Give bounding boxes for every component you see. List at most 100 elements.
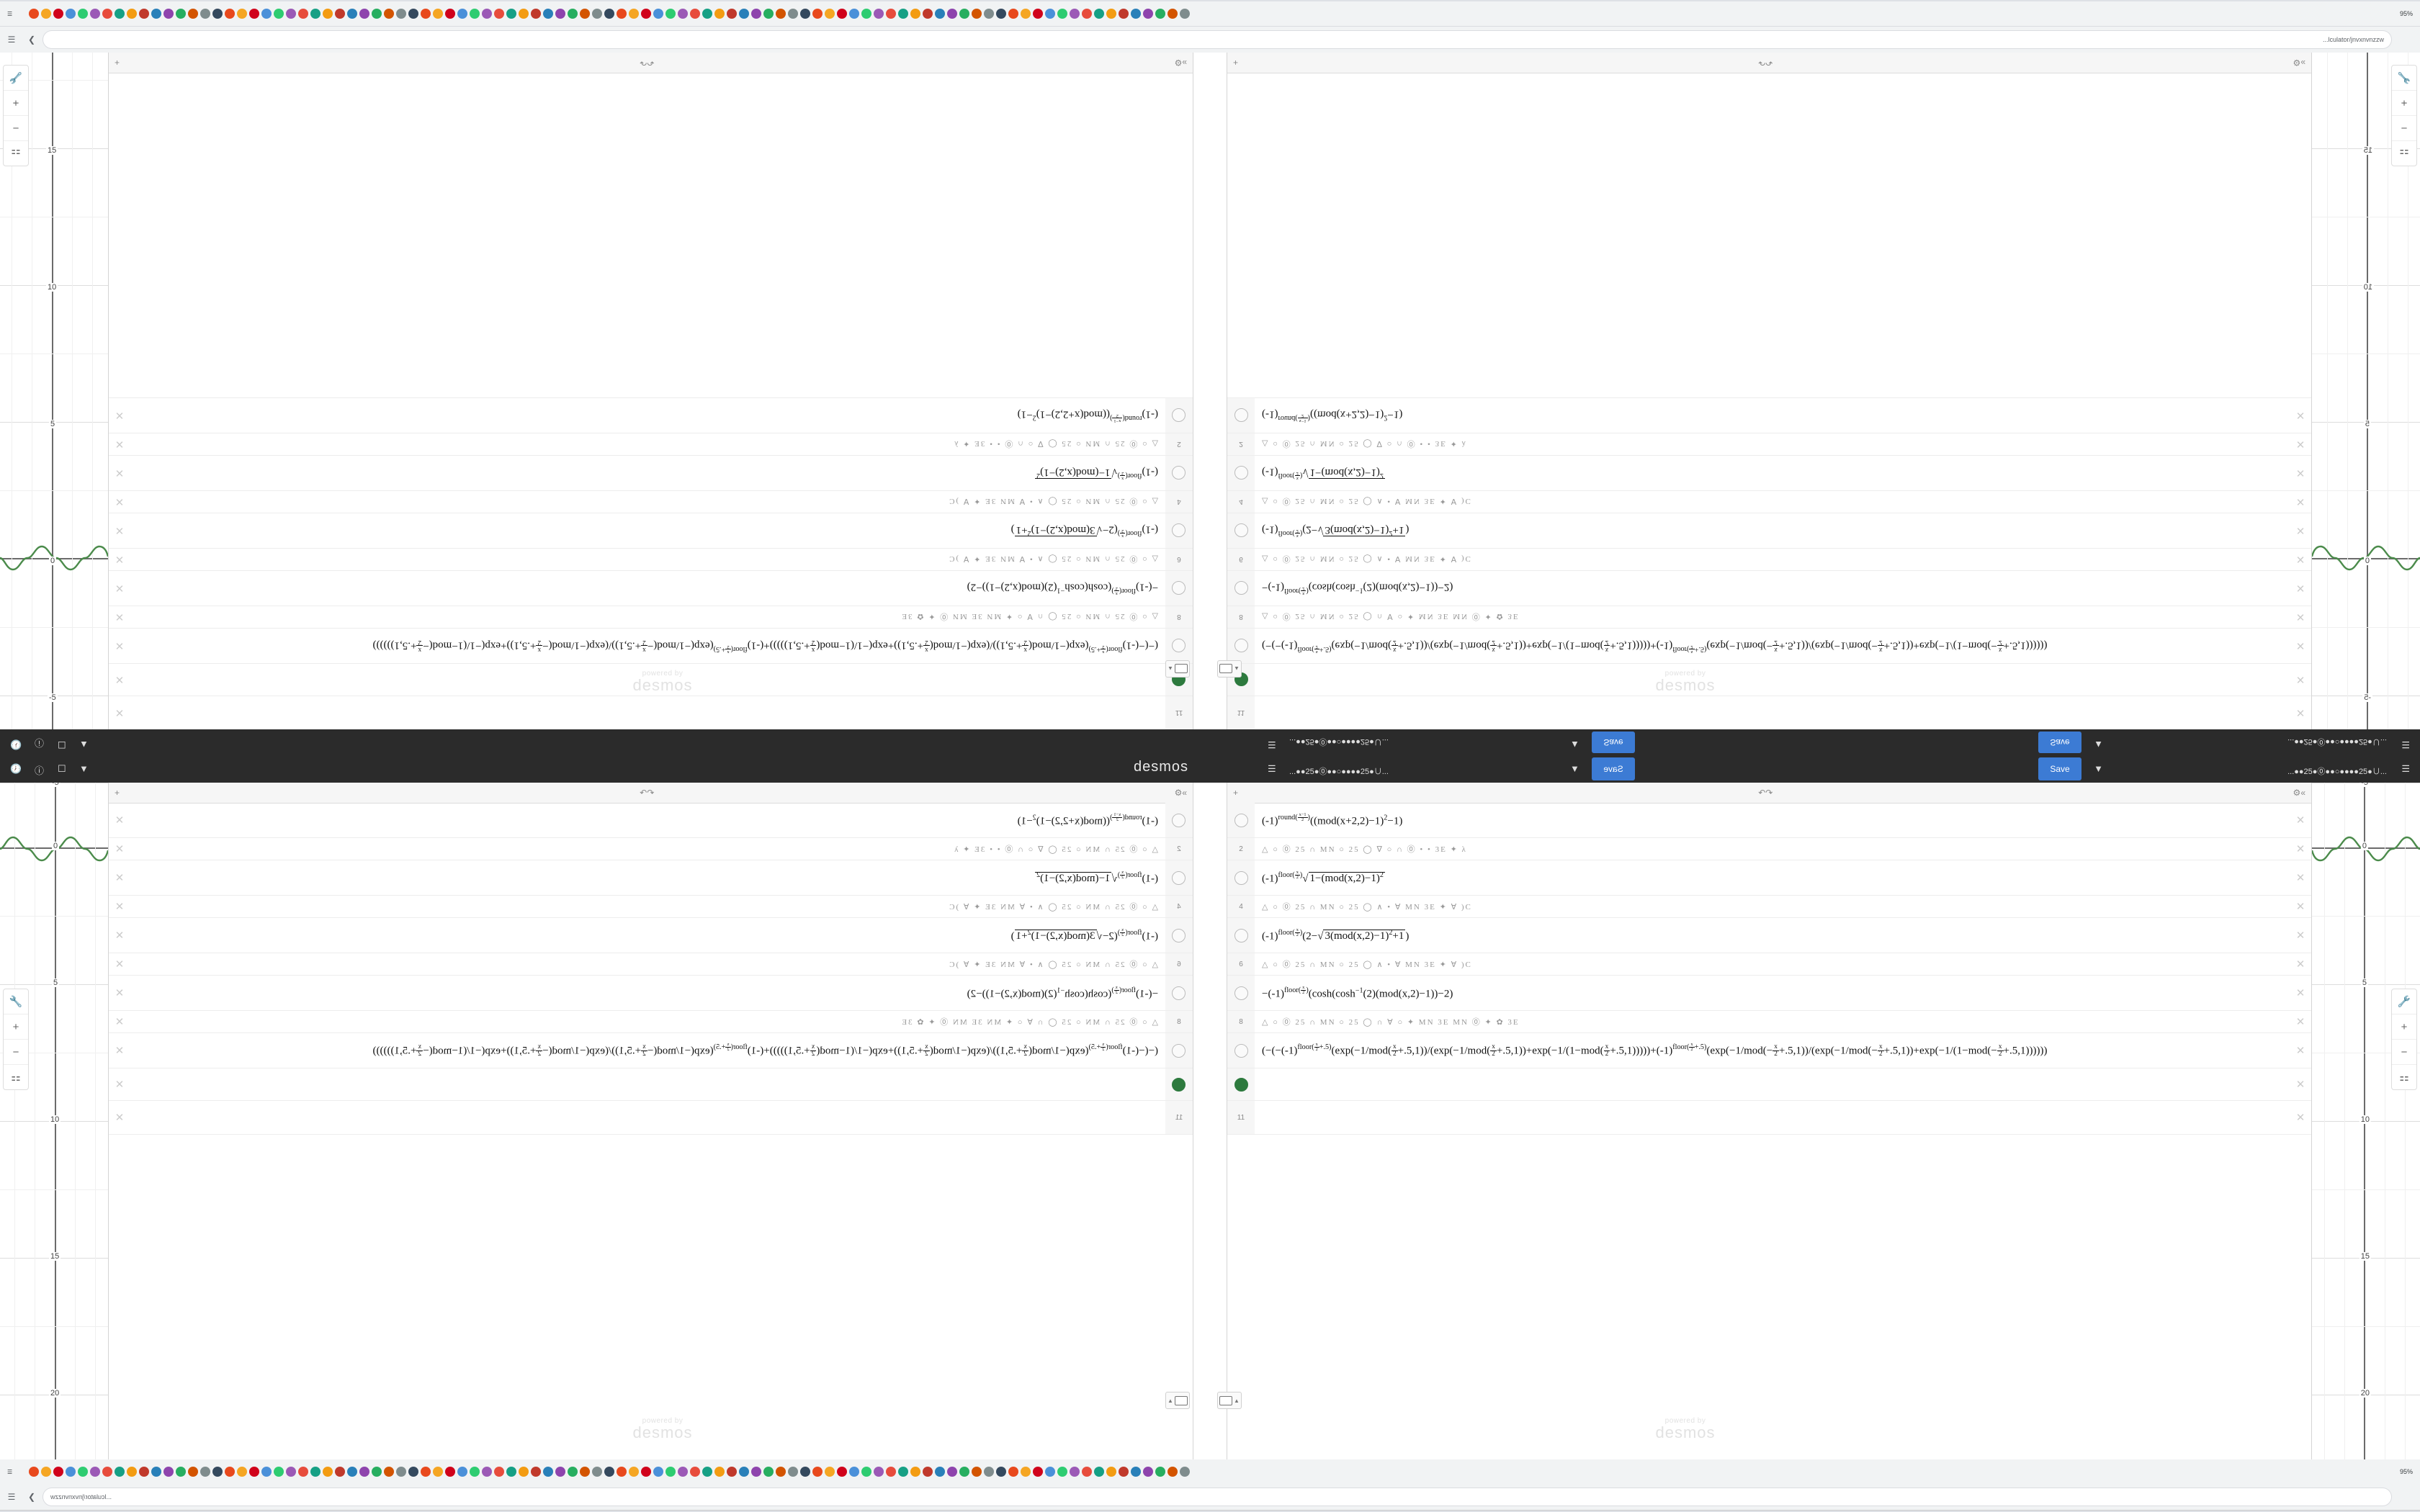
bookmark-item[interactable] (176, 1464, 186, 1479)
bookmark-item[interactable] (604, 1464, 614, 1479)
bookmark-item[interactable] (763, 6, 774, 21)
bookmark-item[interactable] (286, 1464, 296, 1479)
bookmark-item[interactable] (1168, 1464, 1178, 1479)
delete-x-icon[interactable]: ✕ (115, 582, 125, 594)
bookmark-item[interactable] (1082, 6, 1092, 21)
bookmark-item[interactable] (274, 1464, 284, 1479)
expression-content[interactable]: △ ○ ⓪ 25 ∩ MN ○ 25 ◯ ∧ • ∀ MN 3E ✦ ∀ )C (1262, 554, 1472, 563)
history-icon[interactable]: 🕔 (10, 763, 22, 774)
expression-content[interactable]: △ ○ ⓪ 25 ∩ MN ○ 25 ◯ ∇ ○ ∩ ⓪ • • 3E ✦ λ (953, 439, 1158, 448)
bookmark-item[interactable] (457, 1464, 467, 1479)
expression-row[interactable]: (−(−(-1)floor(x 2 +.5)(exp(−1/mod(x 2 +.5,1)… (1227, 628, 2311, 663)
expression-content[interactable]: (-1)round(x−1 2)((mod(x+2,2)−1)2−1) (1262, 408, 1403, 423)
expression-row[interactable]: 4 △ ○ ⓪ 25 ∩ MN ○ 25 ◯ ∧ • ∀ MN 3E ✦ ∀ )C… (109, 896, 1193, 918)
bookmark-item[interactable] (1057, 1464, 1067, 1479)
hamburger-menu-icon[interactable]: ☰ (1268, 739, 1276, 750)
bookmark-item[interactable] (1143, 6, 1153, 21)
delete-x-icon[interactable]: ✕ (2295, 814, 2305, 827)
bookmark-item[interactable] (470, 1464, 480, 1479)
expression-row[interactable]: 6 △ ○ ⓪ 25 ∩ MN ○ 25 ◯ ∧ • ∀ MN 3E ✦ ∀ )C… (109, 548, 1193, 570)
bookmark-item[interactable] (874, 1464, 884, 1479)
bookmark-item[interactable] (947, 1464, 957, 1479)
delete-x-icon[interactable]: ✕ (2295, 611, 2305, 623)
delete-x-icon[interactable]: ✕ (115, 673, 125, 685)
keyboard-toggle-right-top[interactable]: ▲ (1217, 660, 1242, 678)
bookmark-item[interactable] (482, 1464, 492, 1479)
bookmark-item[interactable] (102, 6, 112, 21)
expression-content[interactable]: −(-1)floor(x 2)(cosh(cosh−1(2)(mod(x,2)−1… (1262, 985, 1453, 1000)
expression-content[interactable]: (−(−(-1)floor(x 2 +.5)(exp(−1/mod(x 2 +.5,1)… (1262, 1042, 2048, 1058)
zoom-in-icon[interactable]: + (2392, 90, 2416, 115)
redo-icon[interactable]: ↷ (640, 788, 647, 798)
expression-content[interactable]: △ ○ ⓪ 25 ∩ MN ○ 25 ◯ ∩ ∀ ○ ✦ MN 3E MN ⓪ … (1262, 612, 1520, 621)
expression-row[interactable]: 11 ✕ (109, 696, 1193, 729)
zoom-controls-left-bottom[interactable]: 🔧 + − ⚏ (3, 989, 29, 1090)
bookmark-item[interactable] (1057, 6, 1067, 21)
delete-x-icon[interactable]: ✕ (2295, 1016, 2305, 1028)
delete-x-icon[interactable]: ✕ (115, 611, 125, 623)
bookmark-item[interactable] (751, 6, 761, 21)
bookmark-item[interactable] (347, 6, 357, 21)
redo-icon[interactable]: ↷ (1765, 58, 1773, 68)
bookmark-item[interactable] (1119, 6, 1129, 21)
bookmark-item[interactable] (935, 1464, 945, 1479)
bookmark-item[interactable] (90, 6, 100, 21)
graph-title-bottom[interactable]: ...●●25●⓪●●○●●●●25●∪... (2287, 768, 2387, 776)
gear-icon[interactable]: ⚙ (1174, 788, 1183, 798)
expression-color-dot[interactable] (1172, 1043, 1186, 1058)
save-button-bottom[interactable]: Save (2038, 757, 2081, 780)
bookmark-item[interactable] (1008, 1464, 1018, 1479)
graph-panel-left-bottom[interactable]: -5 0 5 10 15 20 🔧 + − ⚏ (0, 783, 108, 1459)
expression-content[interactable]: (−(−(-1)floor(x 2 +.5)(exp(−1/mod(x 2 +.5,1)… (372, 638, 1158, 654)
bookmark-item[interactable] (433, 6, 443, 21)
bookmark-item[interactable] (849, 6, 859, 21)
zoom-in-icon[interactable]: + (4, 90, 28, 115)
bookmark-item[interactable] (959, 6, 969, 21)
bookmark-item[interactable] (335, 6, 345, 21)
bookmark-item[interactable] (445, 6, 455, 21)
expression-color-dot[interactable] (1234, 523, 1248, 538)
chevron-icon[interactable]: ▼ (2094, 763, 2103, 774)
expression-color-dot[interactable] (1172, 986, 1186, 1000)
bookmark-item[interactable] (653, 1464, 663, 1479)
bookmark-item[interactable] (408, 6, 418, 21)
bookmark-item[interactable] (751, 1464, 761, 1479)
expression-list-right-top[interactable]: 11 ✕ ✕ (−(−(-1)floor(x 2 +.5)(exp(−1/mod(x 2 +.… (1227, 53, 2312, 729)
delete-x-icon[interactable]: ✕ (2295, 901, 2305, 913)
zoom-out-icon[interactable]: − (2392, 115, 2416, 140)
bookmark-item[interactable] (1021, 1464, 1031, 1479)
delete-x-icon[interactable]: ✕ (2295, 706, 2305, 719)
bookmark-item[interactable] (396, 6, 406, 21)
expression-row[interactable]: 8 △ ○ ⓪ 25 ∩ MN ○ 25 ◯ ∩ ∀ ○ ✦ MN 3E MN ⓪… (109, 606, 1193, 628)
bookmark-item[interactable] (629, 6, 639, 21)
delete-x-icon[interactable]: ✕ (115, 843, 125, 855)
bookmark-item[interactable] (274, 6, 284, 21)
bookmark-item[interactable] (849, 1464, 859, 1479)
expression-color-dot[interactable] (1172, 581, 1186, 595)
menu-icon[interactable]: ☰ (7, 35, 16, 45)
bookmark-item[interactable] (666, 6, 676, 21)
bookmark-item[interactable] (359, 1464, 369, 1479)
expression-row[interactable]: (-1)round(x−1 2)((mod(x+2,2)−1)2−1) ✕ (1227, 397, 2311, 433)
bookmark-item[interactable] (788, 6, 798, 21)
bookmark-menu-icon[interactable]: ☰ (7, 10, 13, 17)
bookmark-item[interactable] (935, 6, 945, 21)
share-icon[interactable]: ☐ (58, 763, 66, 774)
bookmark-item[interactable] (959, 1464, 969, 1479)
bookmark-item[interactable] (972, 1464, 982, 1479)
bookmark-item[interactable] (837, 6, 847, 21)
expression-row[interactable]: 8 △ ○ ⓪ 25 ∩ MN ○ 25 ◯ ∩ ∀ ○ ✦ MN 3E MN ⓪… (1227, 1011, 2311, 1033)
expression-row[interactable]: 6 △ ○ ⓪ 25 ∩ MN ○ 25 ◯ ∧ • ∀ MN 3E ✦ ∀ )C… (1227, 548, 2311, 570)
expression-row[interactable]: (−(−(-1)floor(x 2 +.5)(exp(−1/mod(x 2 +.5,1)… (109, 1033, 1193, 1068)
delete-x-icon[interactable]: ✕ (115, 814, 125, 827)
delete-x-icon[interactable]: ✕ (2295, 495, 2305, 508)
zoom-out-icon[interactable]: − (4, 1040, 28, 1065)
bookmark-item[interactable] (592, 1464, 602, 1479)
delete-x-icon[interactable]: ✕ (2295, 1045, 2305, 1057)
expression-row[interactable]: 11 ✕ (109, 1101, 1193, 1135)
bookmark-item[interactable] (825, 6, 835, 21)
bookmark-item[interactable] (776, 1464, 786, 1479)
expression-content[interactable]: (−(−(-1)floor(x 2 +.5)(exp(−1/mod(x 2 +.5,1)… (1262, 638, 2048, 654)
expression-content[interactable]: −(-1)floor(x 2)(cosh(cosh−1(2)(mod(x,2)−1… (967, 581, 1158, 596)
bookmark-item[interactable] (41, 6, 51, 21)
